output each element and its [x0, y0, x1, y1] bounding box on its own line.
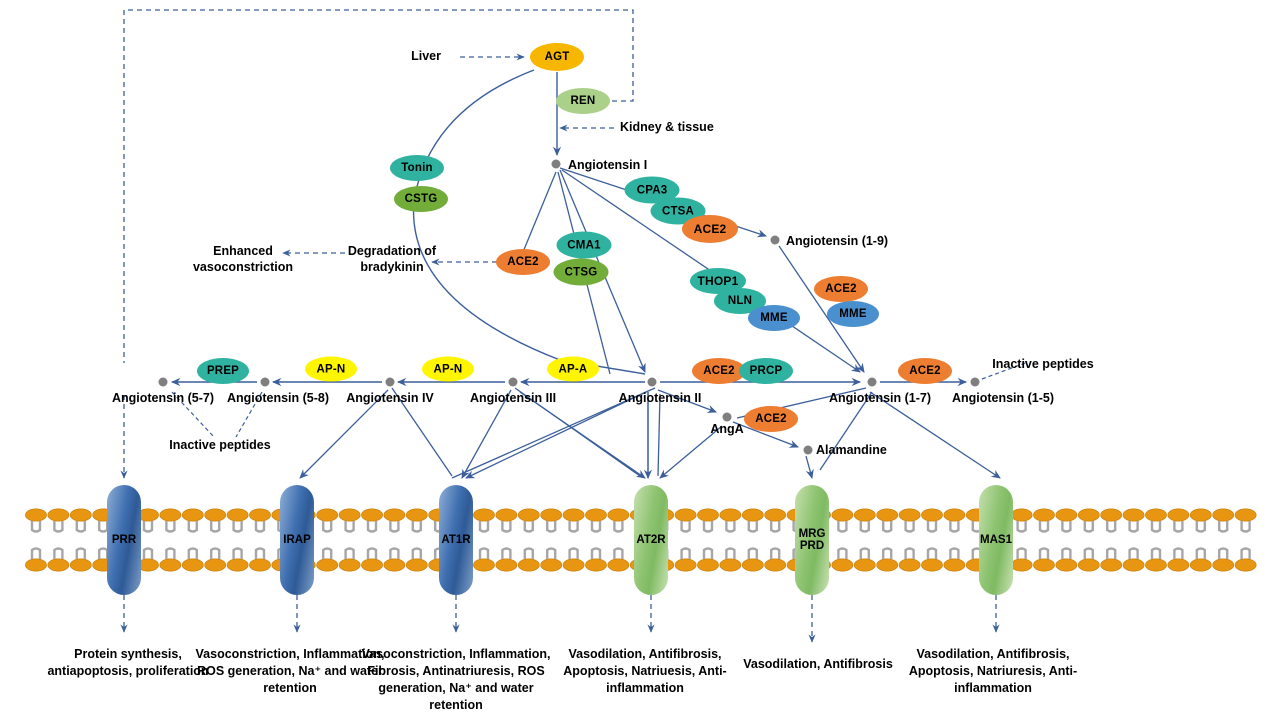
annotation-degradation-of-bradykinin: Degradation of bradykinin: [347, 244, 437, 274]
effect-caption-mas1: Vasodilation, Antifibrosis, Apoptosis, Na…: [908, 647, 1078, 695]
node-angiotensin-1-7: [867, 377, 877, 387]
enzyme-mme-right[interactable]: MME: [827, 301, 879, 327]
receptor-mas1[interactable]: [979, 485, 1013, 595]
node-angiotensin-i: [551, 159, 561, 169]
node-angiotensin-5-7: [158, 377, 168, 387]
enzyme-prep[interactable]: PREP: [197, 358, 249, 384]
effect-caption-mrgprd: Vasodilation, Antifibrosis: [743, 657, 893, 671]
peptide-label-ang-a: AngA: [710, 422, 744, 436]
effect-caption-prr: Protein synthesis, antiapoptosis, prolife…: [47, 647, 209, 678]
enzyme-agt[interactable]: AGT: [530, 43, 584, 71]
annotation-inactive-peptides-left: Inactive peptides: [169, 438, 271, 452]
enzyme-ctsa[interactable]: CTSA: [650, 197, 706, 225]
peptide-label-angiotensin-i: Angiotensin I: [568, 158, 648, 172]
node-angiotensin-ii: [647, 377, 657, 387]
enzyme-cstg[interactable]: CSTG: [394, 186, 448, 212]
receptor-label-mas1: MAS1: [980, 533, 1012, 546]
enzyme-nln[interactable]: NLN: [714, 288, 766, 314]
receptor-label-at1r: AT1R: [441, 533, 471, 546]
peptide-label-angiotensin-iii: Angiotensin III: [469, 391, 557, 405]
peptide-label-alamandine: Alamandine: [816, 443, 887, 457]
effect-caption-at2r: Vasodilation, Antifibrosis, Apoptosis, Na…: [563, 647, 727, 695]
enzyme-ace2-ang17[interactable]: ACE2: [692, 358, 746, 384]
enzyme-cma1[interactable]: CMA1: [556, 231, 612, 259]
peptide-label-angiotensin-5-7: Angiotensin (5-7): [111, 391, 215, 405]
peptide-label-angiotensin-ii: Angiotensin II: [618, 391, 702, 405]
peptide-label-angiotensin-1-9: Angiotensin (1-9): [786, 234, 889, 248]
receptor-at2r[interactable]: [634, 485, 668, 595]
enzyme-ren[interactable]: REN: [556, 88, 610, 114]
receptor-irap[interactable]: [280, 485, 314, 595]
source-kidney-tissue: Kidney & tissue: [620, 120, 714, 134]
enzyme-mme-left[interactable]: MME: [748, 305, 800, 331]
peptide-label-angiotensin-1-7: Angiotensin (1-7): [828, 391, 932, 405]
enzyme-apn-57[interactable]: AP-N: [305, 356, 357, 382]
receptor-label-prr: PRR: [111, 533, 137, 546]
annotation-inactive-peptides-right: Inactive peptides: [992, 357, 1094, 371]
enzyme-ace2-ang15[interactable]: ACE2: [898, 358, 952, 384]
node-angiotensin-1-5: [970, 377, 980, 387]
receptor-mrgprd[interactable]: [795, 485, 829, 595]
node-alamandine: [803, 445, 813, 455]
node-ang-a: [722, 412, 732, 422]
node-angiotensin-iii: [508, 377, 518, 387]
source-liver: Liver: [411, 49, 441, 63]
effect-caption-at1r: Vasoconstriction, Inflammation, Fibrosis,…: [361, 647, 551, 712]
enzyme-ace2-anga[interactable]: ACE2: [744, 406, 798, 432]
receptor-prr[interactable]: [107, 485, 141, 595]
enzyme-ace2-brady[interactable]: ACE2: [496, 249, 550, 275]
enzyme-ace2-right[interactable]: ACE2: [814, 276, 868, 302]
peptide-label-angiotensin-1-5: Angiotensin (1-5): [951, 391, 1055, 405]
receptor-label-at2r: AT2R: [636, 533, 666, 546]
receptor-label-irap: IRAP: [283, 533, 311, 546]
receptor-label-mrgprd: MRG PRD: [798, 527, 826, 552]
node-angiotensin-iv: [385, 377, 395, 387]
receptor-at1r[interactable]: [439, 485, 473, 595]
enzyme-ctsg[interactable]: CTSG: [553, 258, 609, 286]
enzyme-tonin[interactable]: Tonin: [390, 155, 444, 181]
annotation-enhanced-vasoconstriction: Enhanced vasoconstriction: [192, 244, 294, 274]
node-angiotensin-1-9: [770, 235, 780, 245]
effect-caption-irap: Vasoconstriction, Inflammation, ROS gener…: [195, 647, 385, 695]
enzyme-apn-iv[interactable]: AP-N: [422, 356, 474, 382]
peptide-label-angiotensin-5-8: Angiotensin (5-8): [226, 391, 330, 405]
peptide-label-angiotensin-iv: Angiotensin IV: [346, 391, 434, 405]
enzyme-apa[interactable]: AP-A: [547, 356, 599, 382]
enzyme-prcp[interactable]: PRCP: [739, 358, 793, 384]
node-angiotensin-5-8: [260, 377, 270, 387]
enzyme-ace2-ang19[interactable]: ACE2: [682, 215, 738, 243]
